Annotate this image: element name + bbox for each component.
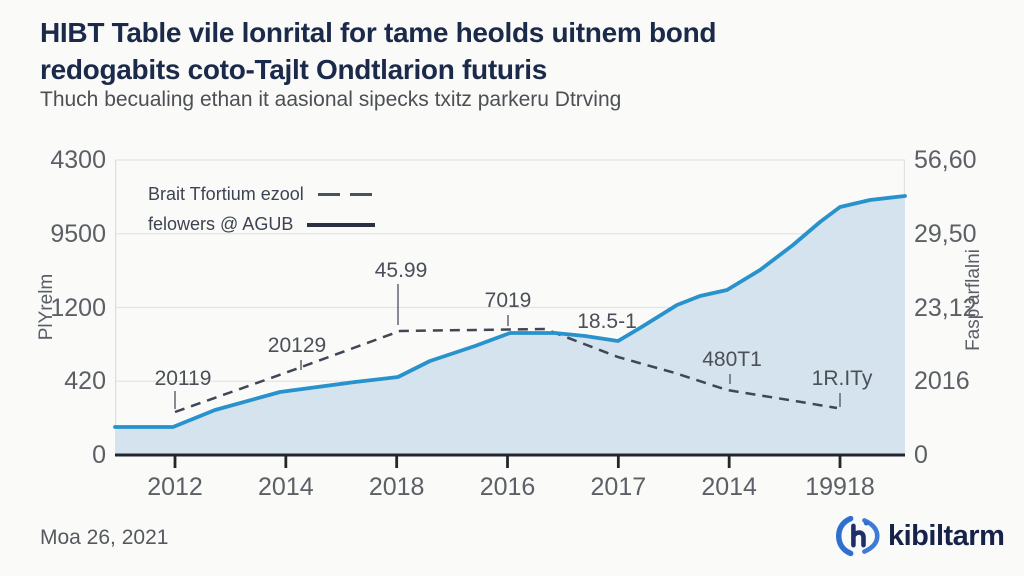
y-tick-label: 23,12 — [914, 293, 977, 322]
x-tick-label: 2014 — [701, 473, 757, 501]
y-tick-label: 0 — [914, 441, 928, 469]
y-tick-label: 0 — [92, 441, 106, 469]
legend-item-solid: felowers @ AGUB — [148, 214, 382, 235]
x-tick-label: 2017 — [591, 473, 647, 501]
footer-date: Moa 26, 2021 — [40, 526, 169, 549]
data-label: 18.5-1 — [577, 310, 637, 333]
data-label: 7019 — [485, 289, 532, 312]
data-label: 45.99 — [375, 259, 428, 282]
legend-label: felowers @ AGUB — [148, 214, 294, 234]
brand-name: kibiltarm — [888, 519, 1005, 552]
x-tick-label: 2014 — [258, 473, 314, 501]
chart-plot: 2012 2014 2018 2016 2017 2014 19918 20119 20129 4… — [113, 159, 907, 501]
y-tick-label: 2016 — [914, 367, 970, 396]
brand-logo: kibiltarm — [836, 514, 1005, 558]
x-tick-label: 2016 — [480, 473, 536, 501]
data-label: 1R.ITy — [812, 367, 873, 390]
chart-legend: Brait Tfortium ezool felowers @ AGUB — [148, 184, 382, 235]
legend-label: Brait Tfortium ezool — [148, 184, 304, 204]
page-title: HIBT Table vile lonrital for tame heolds… — [40, 14, 940, 88]
x-tick-label: 2018 — [369, 473, 425, 501]
y-tick-label: 29,50 — [914, 219, 977, 248]
y-tick-label: 420 — [64, 367, 106, 396]
dashed-line-swatch — [317, 193, 382, 196]
page-subtitle: Thuch becualing ethan it aasional sipeck… — [40, 88, 622, 111]
title-line-1: HIBT Table vile lonrital for tame heolds… — [40, 17, 717, 48]
brand-logo-icon — [836, 515, 880, 557]
data-label: 20129 — [268, 334, 326, 357]
solid-line-swatch — [307, 222, 376, 227]
right-axis-ticks: 56,60 29,50 23,12 2016 0 — [914, 146, 1000, 469]
x-tick-label: 2012 — [147, 473, 203, 501]
title-line-2: redogabits coto-Tajlt Ondtlarion futuris — [40, 54, 548, 85]
y-tick-label: 4300 — [50, 146, 106, 174]
y-tick-label: 1200 — [50, 293, 106, 322]
data-label: 480T1 — [702, 348, 762, 371]
x-tick-label: 19918 — [805, 473, 875, 501]
y-tick-label: 56,60 — [914, 146, 977, 174]
left-axis-ticks: 4300 9500 1200 420 0 — [28, 146, 106, 469]
data-label: 20119 — [155, 367, 212, 390]
legend-item-dashed: Brait Tfortium ezool — [148, 184, 382, 205]
y-tick-label: 9500 — [50, 219, 106, 248]
